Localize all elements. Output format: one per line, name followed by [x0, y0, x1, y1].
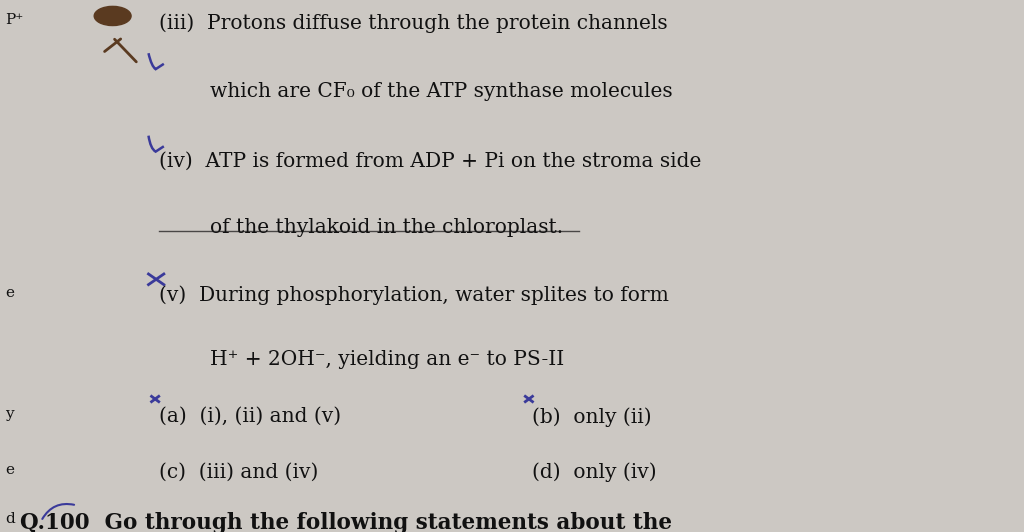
Text: e: e: [5, 286, 14, 300]
Text: (d)  only (iv): (d) only (iv): [532, 463, 657, 483]
Text: (b)  only (ii): (b) only (ii): [532, 407, 652, 427]
Text: Q.100  Go through the following statements about the: Q.100 Go through the following statement…: [20, 512, 673, 532]
Text: H⁺ + 2OH⁻, yielding an e⁻ to PS-II: H⁺ + 2OH⁻, yielding an e⁻ to PS-II: [159, 350, 564, 369]
Text: d: d: [5, 512, 15, 526]
Circle shape: [94, 6, 131, 26]
Text: of the thylakoid in the chloroplast.: of the thylakoid in the chloroplast.: [159, 218, 563, 237]
Text: (v)  During phosphorylation, water splites to form: (v) During phosphorylation, water splite…: [159, 286, 669, 305]
Text: y: y: [5, 407, 13, 421]
Text: which are CF₀ of the ATP synthase molecules: which are CF₀ of the ATP synthase molecu…: [159, 82, 673, 102]
Text: (iv)  ATP is formed from ADP + Pi on the stroma side: (iv) ATP is formed from ADP + Pi on the …: [159, 152, 701, 171]
Text: (c)  (iii) and (iv): (c) (iii) and (iv): [159, 463, 318, 482]
Text: e: e: [5, 463, 14, 477]
Text: P⁺: P⁺: [5, 13, 24, 27]
Text: (iii)  Protons diffuse through the protein channels: (iii) Protons diffuse through the protei…: [159, 13, 668, 33]
Text: (a)  (i), (ii) and (v): (a) (i), (ii) and (v): [159, 407, 341, 426]
